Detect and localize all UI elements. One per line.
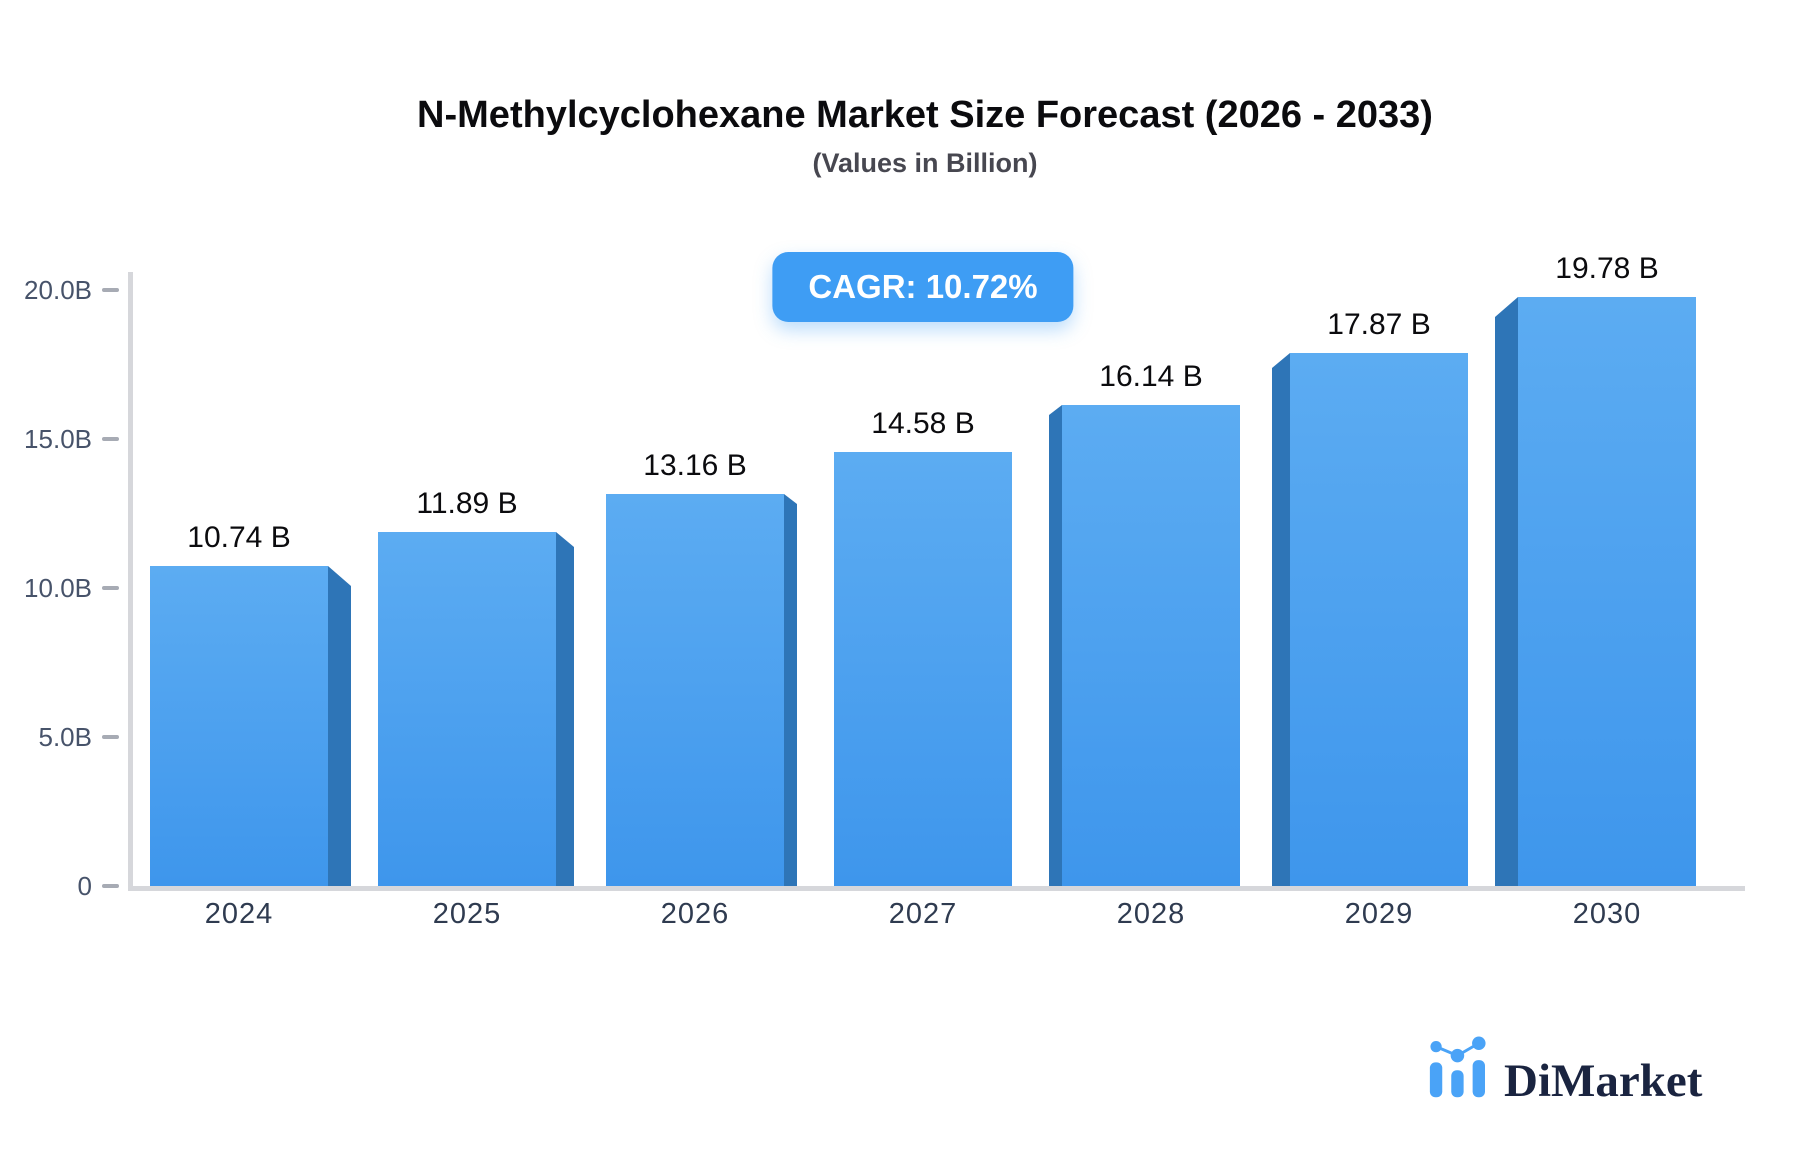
y-tick-mark — [102, 288, 119, 292]
y-tick-mark — [102, 884, 119, 888]
y-tick-label-15.0B: 15.0B — [24, 424, 92, 454]
y-tick-mark — [102, 735, 119, 739]
bar-value-label-2028: 16.14 B — [1099, 360, 1203, 393]
cagr-badge: CAGR: 10.72% — [772, 252, 1074, 322]
bar-2024 — [150, 566, 328, 886]
bar-value-label-2030: 19.78 B — [1555, 252, 1659, 285]
y-tick-label-5.0B: 5.0B — [38, 722, 93, 752]
bar-2025 — [378, 532, 556, 886]
y-axis-line — [128, 272, 133, 891]
x-axis-label-2028: 2028 — [1116, 898, 1186, 930]
bar-chart-logo-icon — [1429, 1036, 1486, 1098]
x-axis-label-2025: 2025 — [432, 898, 502, 930]
x-axis-label-2029: 2029 — [1344, 898, 1414, 930]
bar-side-face-2029 — [1272, 353, 1290, 886]
bar-side-face-2028 — [1049, 405, 1062, 886]
chart-title: N-Methylcyclohexane Market Size Forecast… — [417, 94, 1433, 136]
bar-2029 — [1290, 353, 1468, 886]
bar-2026 — [606, 494, 784, 886]
cagr-badge-label: CAGR: 10.72% — [808, 268, 1038, 305]
y-tick-label-10.0B: 10.0B — [24, 573, 92, 603]
bar-side-face-2026 — [784, 494, 797, 886]
bar-value-label-2027: 14.58 B — [871, 407, 975, 440]
x-axis-line — [128, 886, 1745, 891]
bar-side-face-2025 — [556, 532, 574, 886]
bar-value-label-2026: 13.16 B — [643, 449, 747, 482]
y-tick-label-20.0B: 20.0B — [24, 275, 92, 305]
x-axis-label-2026: 2026 — [660, 898, 730, 930]
bar-side-face-2030 — [1495, 297, 1518, 886]
x-axis-label-2024: 2024 — [204, 898, 274, 930]
brand-logo: DiMarket — [1422, 1032, 1702, 1106]
y-tick-mark — [102, 586, 119, 590]
y-tick-label-0: 0 — [77, 871, 92, 901]
bar-value-label-2025: 11.89 B — [416, 487, 518, 520]
x-axis-label-2030: 2030 — [1572, 898, 1642, 930]
bar-2027 — [834, 452, 1012, 886]
bar-2028 — [1062, 405, 1240, 886]
brand-name: DiMarket — [1504, 1054, 1703, 1107]
x-axis-label-2027: 2027 — [888, 898, 958, 930]
bar-2030 — [1518, 297, 1696, 886]
chart-subtitle: (Values in Billion) — [812, 148, 1038, 178]
bar-value-label-2029: 17.87 B — [1327, 308, 1431, 341]
bar-value-label-2024: 10.74 B — [187, 521, 291, 554]
bar-side-face-2024 — [328, 566, 351, 886]
y-tick-mark — [102, 437, 119, 441]
